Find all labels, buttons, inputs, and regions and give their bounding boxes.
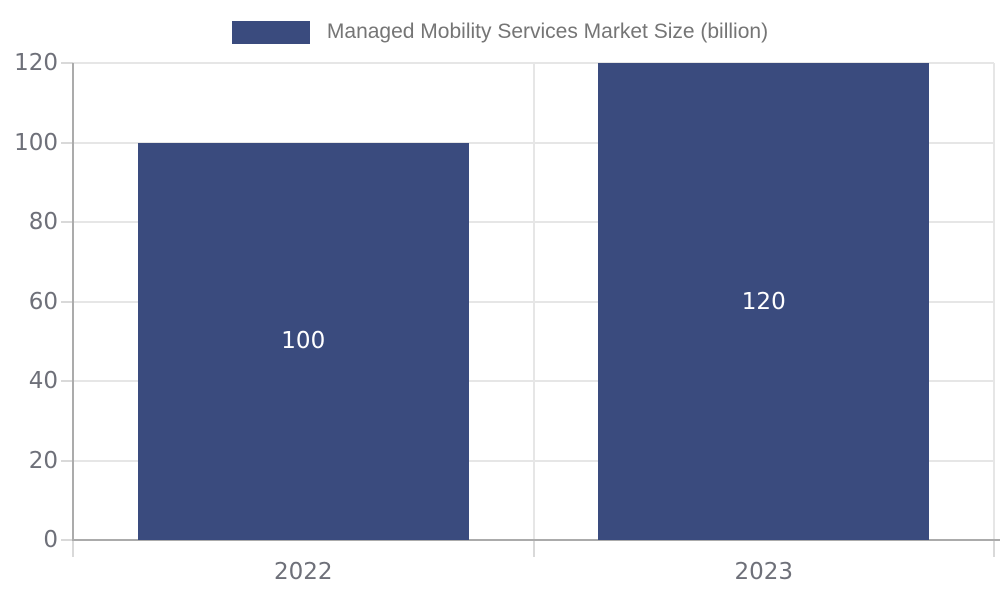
y-tick-mark bbox=[61, 221, 73, 223]
y-tick-mark bbox=[61, 459, 73, 462]
y-tick-label: 0 bbox=[43, 527, 58, 553]
y-tick-label: 40 bbox=[28, 368, 58, 394]
y-tick-mark bbox=[61, 141, 73, 144]
legend-swatch bbox=[231, 20, 310, 44]
y-tick-mark bbox=[61, 380, 73, 382]
x-boundary-line bbox=[993, 63, 995, 540]
x-boundary-line bbox=[532, 63, 535, 540]
bar bbox=[598, 63, 930, 540]
bar-value-label: 100 bbox=[281, 328, 326, 355]
y-tick-mark bbox=[61, 300, 73, 303]
x-tick-mark bbox=[72, 540, 74, 557]
y-tick-label: 20 bbox=[28, 447, 58, 474]
y-tick-label: 80 bbox=[28, 209, 58, 235]
y-tick-label: 100 bbox=[14, 129, 58, 156]
x-tick-label: 2023 bbox=[734, 559, 794, 585]
y-tick-label: 60 bbox=[28, 288, 58, 315]
legend-label: Managed Mobility Services Market Size (b… bbox=[326, 20, 769, 43]
y-tick-mark bbox=[61, 539, 73, 541]
x-tick-label: 2022 bbox=[273, 559, 333, 585]
y-tick-label: 120 bbox=[14, 50, 58, 76]
bar-value-label: 120 bbox=[741, 288, 786, 315]
bar bbox=[137, 142, 469, 540]
x-tick-mark bbox=[993, 540, 995, 557]
x-tick-mark bbox=[532, 540, 535, 557]
y-tick-mark bbox=[61, 62, 73, 64]
x-axis-line bbox=[72, 539, 1000, 541]
y-axis-line bbox=[72, 63, 74, 540]
legend-item[interactable]: Managed Mobility Services Market Size (b… bbox=[0, 16, 1000, 48]
